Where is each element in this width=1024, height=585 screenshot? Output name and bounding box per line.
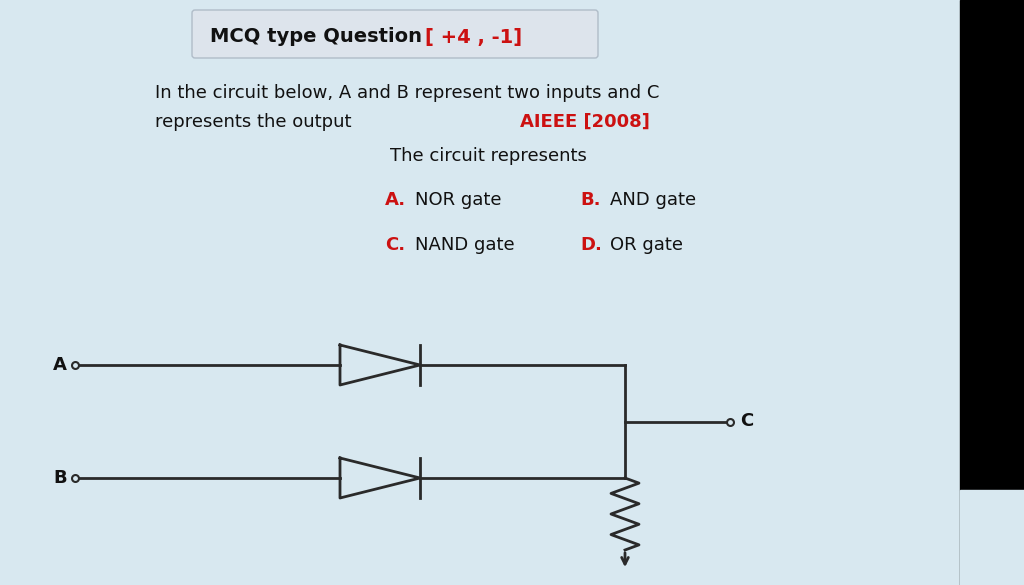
Text: C: C — [740, 412, 754, 431]
Text: A.: A. — [385, 191, 407, 209]
Text: AIEEE [2008]: AIEEE [2008] — [520, 113, 650, 131]
Text: NAND gate: NAND gate — [415, 236, 515, 254]
Text: A: A — [53, 356, 67, 374]
Text: AND gate: AND gate — [610, 191, 696, 209]
Text: In the circuit below, A and B represent two inputs and C: In the circuit below, A and B represent … — [155, 84, 659, 102]
Text: B.: B. — [580, 191, 600, 209]
Text: MCQ type Question: MCQ type Question — [210, 27, 429, 46]
Text: D.: D. — [580, 236, 602, 254]
Bar — [961, 490, 1024, 585]
FancyBboxPatch shape — [193, 10, 598, 58]
Text: NOR gate: NOR gate — [415, 191, 502, 209]
Text: represents the output: represents the output — [155, 113, 351, 131]
Text: The circuit represents: The circuit represents — [390, 147, 587, 165]
Text: [ +4 , -1]: [ +4 , -1] — [425, 27, 522, 46]
Bar — [961, 0, 1024, 585]
Text: C.: C. — [385, 236, 406, 254]
Text: B: B — [53, 469, 67, 487]
Text: OR gate: OR gate — [610, 236, 683, 254]
